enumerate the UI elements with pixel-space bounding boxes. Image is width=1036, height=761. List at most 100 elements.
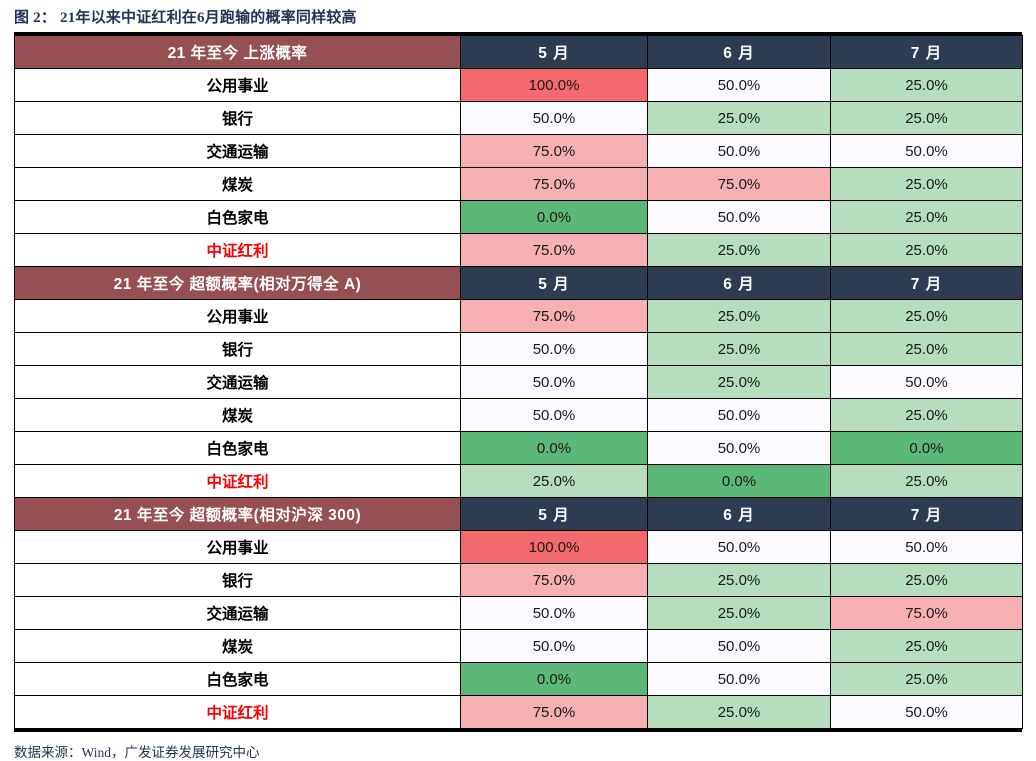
- value-cell: 50.0%: [647, 68, 831, 102]
- value-cell: 75.0%: [647, 167, 831, 201]
- column-header-month-3: 7 月: [830, 497, 1023, 531]
- table-row: 白色家电 0.0% 50.0% 25.0%: [14, 200, 1023, 234]
- value-cell: 0.0%: [647, 464, 831, 498]
- column-header-month-2: 6 月: [647, 35, 831, 69]
- value-cell: 75.0%: [460, 167, 648, 201]
- table-row: 中证红利 75.0% 25.0% 50.0%: [14, 695, 1023, 729]
- row-label: 交通运输: [14, 365, 461, 399]
- table-row: 中证红利 75.0% 25.0% 25.0%: [14, 233, 1023, 267]
- value-cell: 50.0%: [647, 200, 831, 234]
- table-row: 交通运输 75.0% 50.0% 50.0%: [14, 134, 1023, 168]
- value-cell: 50.0%: [460, 101, 648, 135]
- value-cell: 25.0%: [647, 233, 831, 267]
- value-cell: 75.0%: [460, 299, 648, 333]
- row-label: 公用事业: [14, 530, 461, 564]
- value-cell: 50.0%: [647, 530, 831, 564]
- value-cell: 0.0%: [460, 431, 648, 465]
- row-label: 白色家电: [14, 200, 461, 234]
- figure-title: 图 2： 21年以来中证红利在6月跑输的概率同样较高: [14, 10, 357, 26]
- value-cell: 25.0%: [830, 464, 1023, 498]
- value-cell: 75.0%: [830, 596, 1023, 630]
- source-note: 数据来源：Wind，广发证券发展研究中心: [14, 745, 260, 760]
- column-header-month-1: 5 月: [460, 35, 648, 69]
- value-cell: 50.0%: [460, 332, 648, 366]
- value-cell: 25.0%: [830, 332, 1023, 366]
- value-cell: 50.0%: [647, 629, 831, 663]
- value-cell: 50.0%: [460, 398, 648, 432]
- table-row: 公用事业 100.0% 50.0% 50.0%: [14, 530, 1023, 564]
- row-label: 煤炭: [14, 167, 461, 201]
- column-header-month-2: 6 月: [647, 497, 831, 531]
- value-cell: 25.0%: [830, 629, 1023, 663]
- value-cell: 50.0%: [460, 596, 648, 630]
- value-cell: 25.0%: [830, 101, 1023, 135]
- row-label: 白色家电: [14, 431, 461, 465]
- value-cell: 100.0%: [460, 530, 648, 564]
- value-cell: 25.0%: [647, 695, 831, 729]
- value-cell: 50.0%: [647, 134, 831, 168]
- figure-page: 图 2： 21年以来中证红利在6月跑输的概率同样较高 21 年至今 上涨概率 5 …: [14, 10, 1023, 760]
- value-cell: 25.0%: [647, 299, 831, 333]
- value-cell: 25.0%: [647, 563, 831, 597]
- table-row: 煤炭 50.0% 50.0% 25.0%: [14, 629, 1023, 663]
- table-row: 中证红利 25.0% 0.0% 25.0%: [14, 464, 1023, 498]
- value-cell: 25.0%: [830, 398, 1023, 432]
- table-row: 银行 75.0% 25.0% 25.0%: [14, 563, 1023, 597]
- table-row: 银行 50.0% 25.0% 25.0%: [14, 101, 1023, 135]
- table-row: 白色家电 0.0% 50.0% 0.0%: [14, 431, 1023, 465]
- row-label: 中证红利: [14, 695, 461, 729]
- row-label: 中证红利: [14, 464, 461, 498]
- table-row: 公用事业 100.0% 50.0% 25.0%: [14, 68, 1023, 102]
- section-header-label: 21 年至今 超额概率(相对万得全 A): [14, 266, 461, 300]
- row-label: 公用事业: [14, 299, 461, 333]
- row-label: 交通运输: [14, 596, 461, 630]
- table-row: 银行 50.0% 25.0% 25.0%: [14, 332, 1023, 366]
- value-cell: 25.0%: [830, 167, 1023, 201]
- row-label: 银行: [14, 332, 461, 366]
- column-header-month-1: 5 月: [460, 266, 648, 300]
- value-cell: 25.0%: [647, 596, 831, 630]
- table-row: 公用事业 75.0% 25.0% 25.0%: [14, 299, 1023, 333]
- row-label: 煤炭: [14, 398, 461, 432]
- row-label: 银行: [14, 101, 461, 135]
- value-cell: 25.0%: [830, 68, 1023, 102]
- value-cell: 50.0%: [647, 662, 831, 696]
- value-cell: 50.0%: [830, 695, 1023, 729]
- column-header-month-1: 5 月: [460, 497, 648, 531]
- value-cell: 0.0%: [830, 431, 1023, 465]
- value-cell: 0.0%: [460, 662, 648, 696]
- table-row: 交通运输 50.0% 25.0% 50.0%: [14, 365, 1023, 399]
- table-row: 交通运输 50.0% 25.0% 75.0%: [14, 596, 1023, 630]
- value-cell: 25.0%: [830, 233, 1023, 267]
- column-header-month-3: 7 月: [830, 266, 1023, 300]
- value-cell: 50.0%: [830, 365, 1023, 399]
- value-cell: 75.0%: [460, 695, 648, 729]
- table-row: 白色家电 0.0% 50.0% 25.0%: [14, 662, 1023, 696]
- value-cell: 25.0%: [460, 464, 648, 498]
- row-label: 银行: [14, 563, 461, 597]
- table-row: 煤炭 75.0% 75.0% 25.0%: [14, 167, 1023, 201]
- section-header-label: 21 年至今 上涨概率: [14, 35, 461, 69]
- value-cell: 25.0%: [830, 563, 1023, 597]
- value-cell: 50.0%: [830, 134, 1023, 168]
- value-cell: 50.0%: [647, 431, 831, 465]
- row-label: 交通运输: [14, 134, 461, 168]
- value-cell: 25.0%: [830, 200, 1023, 234]
- value-cell: 50.0%: [647, 398, 831, 432]
- section-header-label: 21 年至今 超额概率(相对沪深 300): [14, 497, 461, 531]
- row-label: 中证红利: [14, 233, 461, 267]
- column-header-month-2: 6 月: [647, 266, 831, 300]
- row-label: 公用事业: [14, 68, 461, 102]
- column-header-month-3: 7 月: [830, 35, 1023, 69]
- value-cell: 50.0%: [460, 365, 648, 399]
- value-cell: 75.0%: [460, 563, 648, 597]
- value-cell: 25.0%: [830, 662, 1023, 696]
- row-label: 煤炭: [14, 629, 461, 663]
- value-cell: 25.0%: [830, 299, 1023, 333]
- value-cell: 25.0%: [647, 332, 831, 366]
- value-cell: 25.0%: [647, 365, 831, 399]
